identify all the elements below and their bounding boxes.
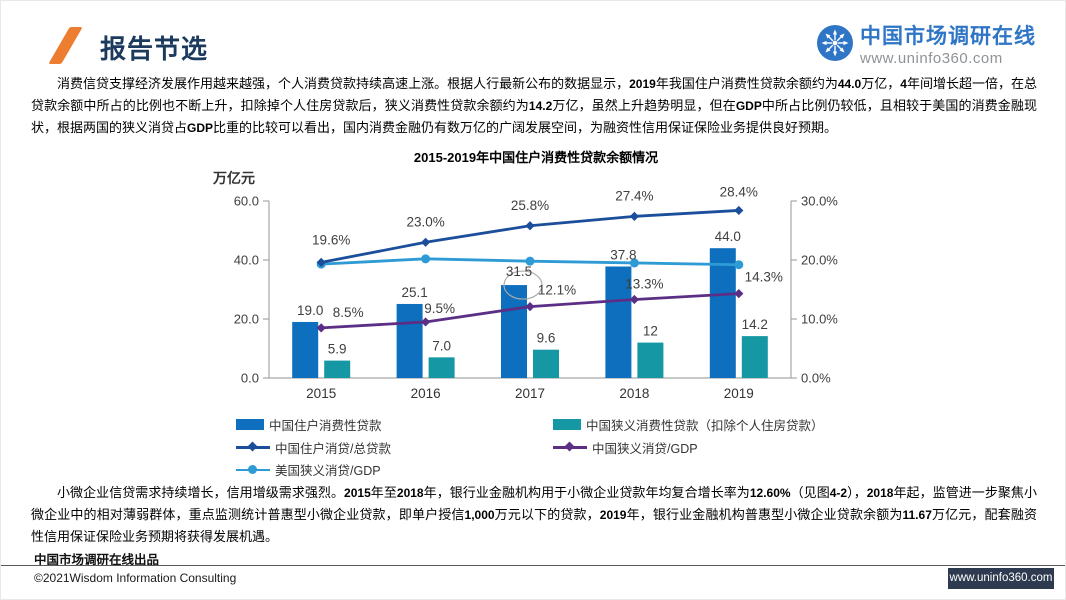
line-data-label: 13.3% [625,277,663,292]
highlight-ellipse-2017 [503,270,543,300]
right-axis-tick-label: 0.0% [801,371,831,386]
bar [428,357,455,378]
produced-by-label: 中国市场调研在线出品 [34,553,160,567]
bar [533,349,559,378]
chart-title: 2015-2019年中国住户消费性贷款余额情况 [413,150,659,165]
bar-data-label: 25.1 [401,285,427,300]
chart-legend: 中国住户消费性贷款 中国狭义消费性贷款（扣除个人住房贷款） 中国住户消贷/总贷款 中国… [236,415,876,485]
left-axis-unit-label: 万亿元 [212,170,255,186]
footer-site-link[interactable]: www.uninfo360.com [948,568,1054,589]
line-data-label: 27.4% [615,188,653,203]
right-axis-tick-label: 30.0% [801,194,838,209]
diamond-marker [734,205,744,216]
bar [292,321,319,378]
bar [501,285,527,378]
circle-marker [629,258,639,268]
legend-label: 中国住户消费性贷款 [269,419,382,433]
line-data-label: 19.6% [312,232,350,247]
header-slash-decoration [48,27,83,64]
logo-site-url[interactable]: www.uninfo360.com [860,50,1003,67]
line-data-label: 14.3% [745,270,783,285]
bar-data-label: 9.6 [537,331,556,346]
legend-item: 中国狭义消贷/GDP [553,438,698,457]
bar [396,303,423,378]
diamond-marker [629,211,639,221]
legend-label: 中国狭义消贷/GDP [592,441,698,456]
line-data-label: 25.8% [511,198,549,213]
bar-data-label: 37.8 [610,247,636,262]
sme-paragraph: 小微企业信贷需求持续增长，信用增级需求强烈。2015年至2018年，银行业金融机… [31,485,1037,544]
line-data-label: 9.5% [424,301,455,316]
diamond-marker [629,294,639,305]
x-axis-category-label: 2015 [306,386,336,401]
bar [605,266,632,378]
bar-data-label: 14.2 [742,317,768,332]
site-logo[interactable]: 中国市场调研在线 www.uninfo360.com [817,25,1036,67]
left-axis-tick-label: 40.0 [234,253,259,268]
x-axis-category-label: 2018 [619,386,649,401]
legend-item: 中国住户消贷/总贷款 [236,438,391,457]
consumer-loan-combo-chart: 万亿元 60.0 40.0 20.0 0.0 30.0% 20.0% 10.0% 0.0% 201… [212,170,838,401]
page-title: 报告节选 [100,34,209,64]
bar [709,248,736,378]
circle-marker [734,260,744,270]
legend-label: 美国狭义消贷/GDP [275,464,381,478]
bar-data-label: 44.0 [715,229,741,244]
legend-item: 中国狭义消费性贷款（扣除个人住房贷款） [553,415,824,434]
copyright-label: ©2021Wisdom Information Consulting [34,571,237,585]
legend-bar-swatch [553,419,581,430]
legend-item: 中国住户消费性贷款 [236,415,382,434]
circle-marker [525,256,535,266]
bar [637,342,664,378]
diamond-marker [421,237,431,247]
line-data-label: 8.5% [333,305,364,320]
bar [741,336,768,378]
legend-item: 美国狭义消贷/GDP [236,460,381,479]
logo-site-name: 中国市场调研在线 [860,25,1036,48]
bar-data-label: 5.9 [328,342,347,357]
line-data-label: 23.0% [406,214,444,229]
bar-data-label: 12 [643,324,658,339]
left-axis-tick-label: 60.0 [234,194,259,209]
footer-divider [1,565,1065,566]
circle-marker [421,254,431,264]
legend-line-swatch [236,441,270,453]
bar-data-label: 7.0 [432,338,451,353]
right-axis-tick-label: 10.0% [801,312,838,327]
bar-data-label: 19.0 [297,303,323,318]
legend-bar-swatch [236,419,264,430]
compass-logo-icon [817,25,853,66]
diamond-marker [525,221,535,231]
line-data-label: 28.4% [720,184,758,199]
bar [324,360,351,378]
legend-line-swatch [236,464,270,475]
intro-paragraph: 消费信贷支撑经济发展作用越来越强，个人消费贷款持续高速上涨。根据人行最新公布的数… [31,76,1037,135]
right-axis-tick-label: 20.0% [801,253,838,268]
left-axis-tick-label: 0.0 [241,371,259,386]
bar-data-label: 31.5 [506,264,532,279]
left-axis-tick-label: 20.0 [234,312,259,327]
line-series [320,209,739,264]
line-data-label: 12.1% [538,283,576,298]
legend-label: 中国狭义消费性贷款（扣除个人住房贷款） [586,419,824,433]
diamond-marker [734,289,744,299]
x-axis-category-label: 2019 [724,386,754,401]
x-axis-category-label: 2017 [515,386,545,401]
x-axis-category-label: 2016 [411,386,441,401]
legend-line-swatch [553,441,587,453]
legend-label: 中国住户消贷/总贷款 [275,441,391,456]
